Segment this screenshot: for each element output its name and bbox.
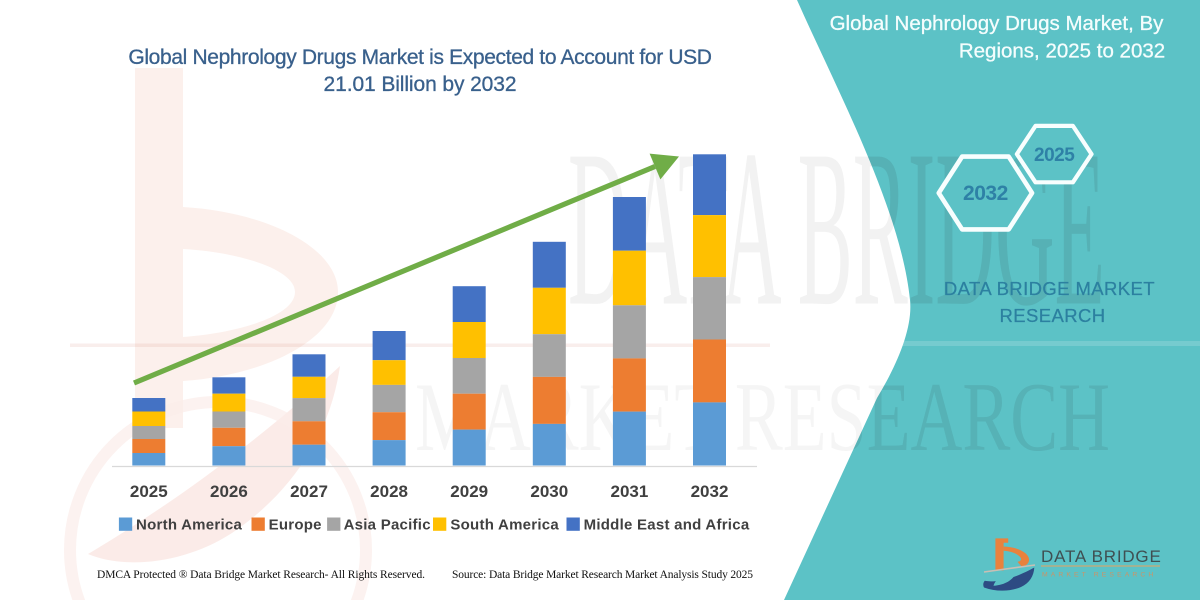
svg-text:Global Nephrology Drugs Market: Global Nephrology Drugs Market is Expect…	[128, 46, 711, 69]
svg-text:South America: South America	[450, 517, 559, 534]
svg-text:Asia Pacific: Asia Pacific	[344, 517, 431, 534]
svg-text:Middle East and Africa: Middle East and Africa	[584, 517, 750, 534]
svg-text:2025: 2025	[130, 482, 168, 501]
svg-text:North America: North America	[136, 517, 242, 534]
svg-text:Global Nephrology Drugs Market: Global Nephrology Drugs Market, By	[830, 12, 1165, 35]
svg-text:2029: 2029	[450, 482, 488, 501]
svg-text:DATA BRIDGE: DATA BRIDGE	[1041, 547, 1162, 566]
svg-text:MARKET RESEARCH: MARKET RESEARCH	[415, 363, 1110, 472]
svg-text:DMCA Protected ® Data Bridge M: DMCA Protected ® Data Bridge Market Rese…	[97, 569, 425, 581]
svg-text:2031: 2031	[610, 482, 648, 501]
svg-text:Regions, 2025 to 2032: Regions, 2025 to 2032	[959, 40, 1165, 63]
svg-text:Source: Data Bridge Market Res: Source: Data Bridge Market Research Mark…	[452, 569, 753, 581]
svg-text:MARKET RESEARCH: MARKET RESEARCH	[1042, 572, 1156, 579]
svg-text:2030: 2030	[530, 482, 568, 501]
svg-text:2027: 2027	[290, 482, 328, 501]
svg-text:DATA BRIDGE: DATA BRIDGE	[568, 104, 1105, 352]
svg-text:2025: 2025	[1034, 145, 1075, 166]
svg-text:2032: 2032	[691, 482, 729, 501]
svg-text:Europe: Europe	[269, 517, 322, 534]
svg-text:DATA BRIDGE MARKET: DATA BRIDGE MARKET	[944, 278, 1155, 299]
svg-text:RESEARCH: RESEARCH	[1000, 305, 1106, 326]
svg-text:2028: 2028	[370, 482, 408, 501]
svg-text:21.01 Billion by 2032: 21.01 Billion by 2032	[324, 73, 517, 96]
svg-text:2032: 2032	[963, 182, 1008, 205]
svg-text:2026: 2026	[210, 482, 248, 501]
